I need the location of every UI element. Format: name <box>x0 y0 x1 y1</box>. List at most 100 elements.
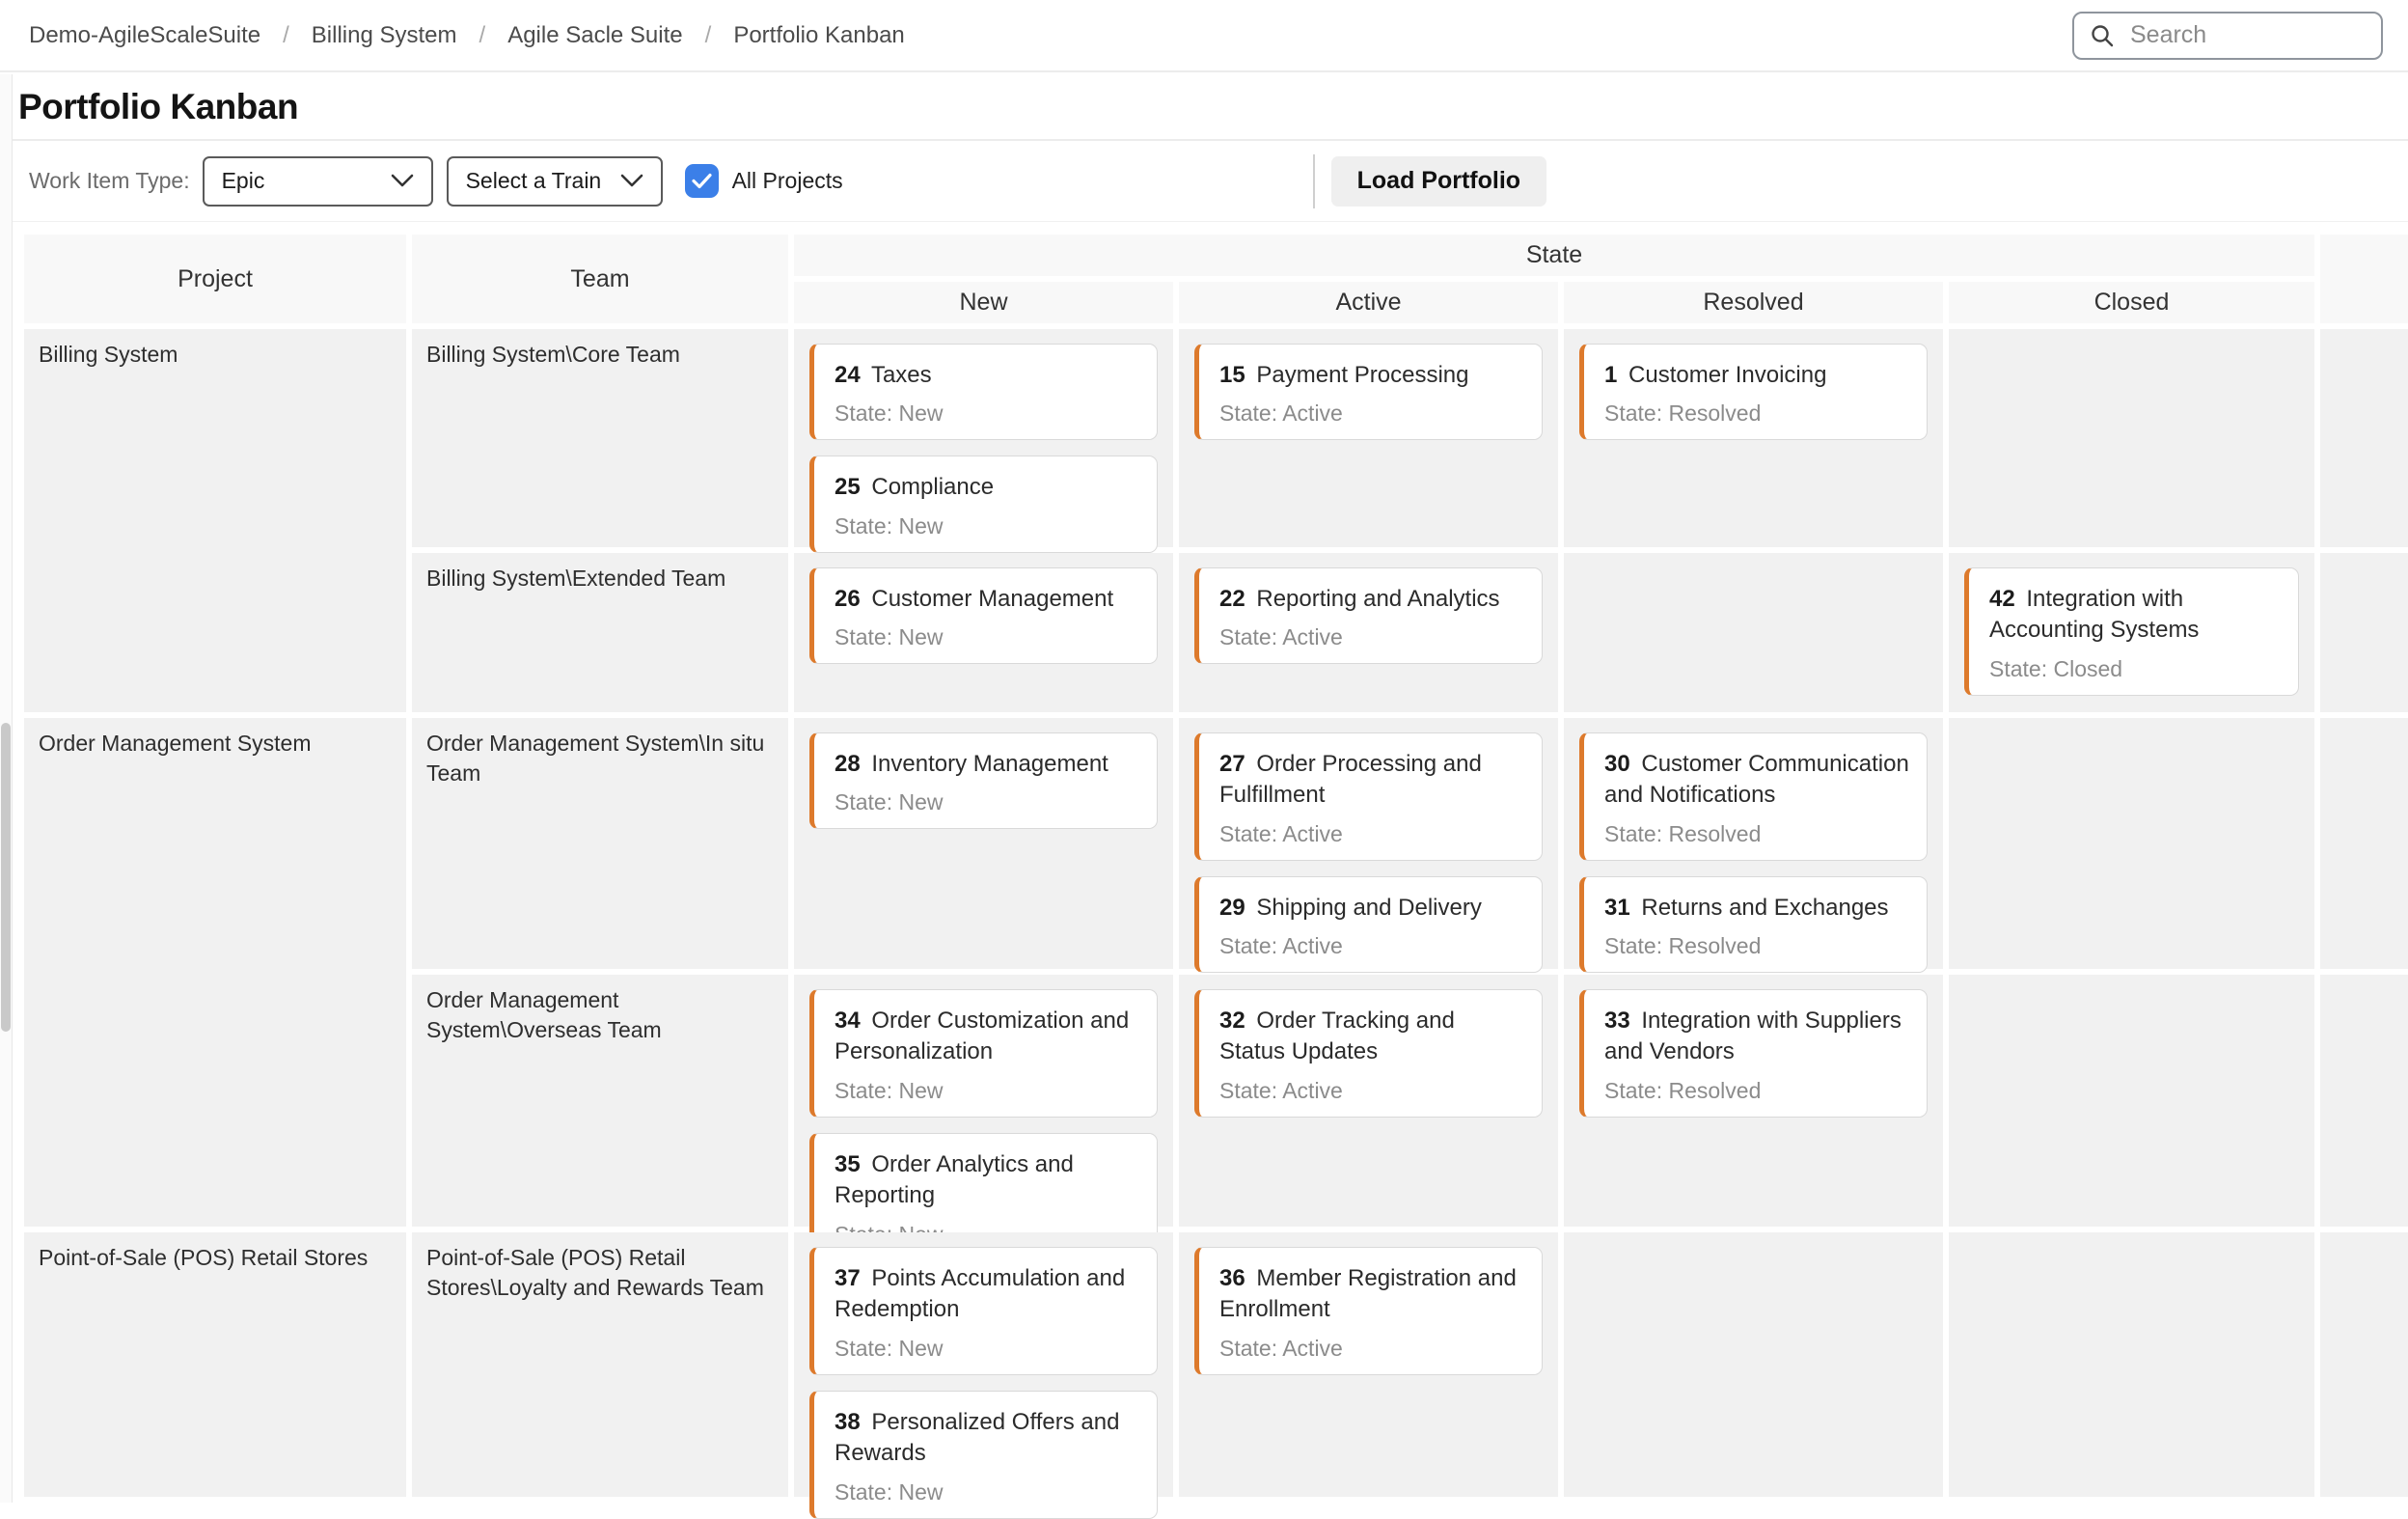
card-title: 31 Returns and Exchanges <box>1604 894 1889 921</box>
team-cell: Billing System\Extended Team <box>412 553 788 712</box>
card-title: 24 Taxes <box>835 362 932 388</box>
kanban-card[interactable]: 30 Customer Communication and Notificati… <box>1579 732 1928 861</box>
column-header-closed: Closed <box>1949 282 2314 323</box>
card-title: 34 Order Customization and Personalizati… <box>835 1008 1130 1065</box>
card-id: 1 <box>1604 362 1618 388</box>
kanban-card[interactable]: 37 Points Accumulation and Redemption Sta… <box>809 1247 1158 1375</box>
kanban-card[interactable]: 25 Compliance State: New <box>809 456 1158 553</box>
kanban-card[interactable]: 34 Order Customization and Personalizati… <box>809 989 1158 1118</box>
state-cell-closed <box>1949 718 2314 969</box>
chevron-down-icon <box>620 174 643 187</box>
card-title: 15 Payment Processing <box>1219 362 1469 388</box>
card-title: 25 Compliance <box>835 474 995 501</box>
card-title: 35 Order Analytics and Reporting <box>835 1150 1074 1209</box>
team-name: Billing System\Extended Team <box>426 566 726 591</box>
card-title: 42 Integration with Accounting Systems <box>1989 586 2200 644</box>
card-state: State: New <box>835 1478 944 1505</box>
kanban-card[interactable]: 15 Payment Processing State: Active <box>1194 344 1543 441</box>
card-id: 42 <box>1989 586 2015 612</box>
state-cell-resolved: 30 Customer Communication and Notificati… <box>1564 718 1943 974</box>
kanban-card[interactable]: 28 Inventory Management State: New <box>809 732 1158 830</box>
breadcrumb-separator: / <box>283 21 289 48</box>
kanban-card[interactable]: 1 Customer Invoicing State: Resolved <box>1579 344 1928 441</box>
card-title: 29 Shipping and Delivery <box>1219 894 1482 921</box>
state-cell-resolved <box>1564 553 1943 712</box>
vertical-scrollbar-thumb[interactable] <box>1 723 11 1032</box>
card-state: State: Active <box>1219 820 1343 846</box>
state-cell-overflow <box>2320 553 2408 712</box>
project-name: Billing System <box>39 342 178 367</box>
team-name: Order Management System\In situ Team <box>426 731 765 787</box>
card-id: 35 <box>835 1150 861 1177</box>
column-header-resolved: Resolved <box>1564 282 1943 323</box>
column-header-active: Active <box>1179 282 1558 323</box>
search-input[interactable] <box>2128 20 2408 50</box>
card-state: State: Resolved <box>1604 1077 1762 1103</box>
card-state: State: New <box>835 400 944 427</box>
column-header-overflow <box>2320 235 2408 323</box>
kanban-card[interactable]: 32 Order Tracking and Status Updates Stat… <box>1194 989 1543 1118</box>
card-state: State: New <box>835 1077 944 1103</box>
kanban-card[interactable]: 26 Customer Management State: New <box>809 567 1158 665</box>
card-id: 36 <box>1219 1265 1245 1291</box>
card-id: 24 <box>835 362 861 388</box>
kanban-card[interactable]: 24 Taxes State: New <box>809 344 1158 441</box>
project-cell: Order Management System <box>24 718 406 1227</box>
breadcrumb-item-collection[interactable]: Demo-AgileScaleSuite <box>29 21 261 48</box>
state-cell-resolved <box>1564 1232 1943 1497</box>
breadcrumb-item-page[interactable]: Portfolio Kanban <box>733 21 905 48</box>
state-cell-overflow <box>2320 329 2408 547</box>
breadcrumb-item-project[interactable]: Billing System <box>311 21 457 48</box>
team-name: Order Management System\Overseas Team <box>426 987 662 1043</box>
kanban-card[interactable]: 22 Reporting and Analytics State: Active <box>1194 567 1543 665</box>
title-bar: Portfolio Kanban <box>13 72 2408 141</box>
card-state: State: Active <box>1219 1077 1343 1103</box>
card-state: State: Resolved <box>1604 933 1762 959</box>
column-header-state-group: State <box>794 235 2314 276</box>
kanban-card[interactable]: 36 Member Registration and Enrollment Sta… <box>1194 1247 1543 1375</box>
state-cell-new: 28 Inventory Management State: New <box>794 718 1173 969</box>
work-item-type-value: Epic <box>221 168 265 193</box>
load-portfolio-button[interactable]: Load Portfolio <box>1330 155 1547 207</box>
column-header-project: Project <box>24 235 406 323</box>
card-title: 33 Integration with Suppliers and Vendor… <box>1604 1008 1902 1065</box>
all-projects-checkbox[interactable] <box>684 164 719 198</box>
state-cell-new: 37 Points Accumulation and Redemption Sta… <box>794 1232 1173 1519</box>
state-cell-new: 34 Order Customization and Personalizati… <box>794 975 1173 1261</box>
kanban-card[interactable]: 29 Shipping and Delivery State: Active <box>1194 875 1543 974</box>
team-name: Point-of-Sale (POS) Retail Stores\Loyalt… <box>426 1245 764 1301</box>
kanban-card[interactable]: 42 Integration with Accounting Systems St… <box>1964 567 2299 696</box>
card-id: 29 <box>1219 894 1245 921</box>
card-title: 28 Inventory Management <box>835 751 1108 777</box>
card-state: State: Resolved <box>1604 400 1762 427</box>
main-content: Portfolio Kanban Work Item Type: Epic Se… <box>13 72 2408 1519</box>
card-id: 34 <box>835 1008 861 1034</box>
card-id: 25 <box>835 474 861 501</box>
card-id: 15 <box>1219 362 1245 388</box>
card-state: State: Active <box>1219 933 1343 959</box>
filter-toolbar: Work Item Type: Epic Select a Train All … <box>13 141 2408 222</box>
breadcrumb-separator: / <box>479 21 486 48</box>
project-cell: Point-of-Sale (POS) Retail Stores <box>24 1232 406 1497</box>
state-cell-active: 36 Member Registration and Enrollment Sta… <box>1179 1232 1558 1497</box>
card-title: 30 Customer Communication and Notificati… <box>1604 751 1909 809</box>
team-cell: Billing System\Core Team <box>412 329 788 547</box>
kanban-card[interactable]: 27 Order Processing and Fulfillment State… <box>1194 732 1543 861</box>
kanban-card[interactable]: 31 Returns and Exchanges State: Resolved <box>1579 875 1928 974</box>
card-state: State: Active <box>1219 400 1343 427</box>
page-title: Portfolio Kanban <box>18 87 299 126</box>
card-title: 32 Order Tracking and Status Updates <box>1219 1008 1455 1065</box>
kanban-card[interactable]: 38 Personalized Offers and Rewards State:… <box>809 1390 1158 1519</box>
team-name: Billing System\Core Team <box>426 342 680 367</box>
card-title: 1 Customer Invoicing <box>1604 362 1827 388</box>
train-select[interactable]: Select a Train <box>446 155 663 207</box>
team-cell: Order Management System\In situ Team <box>412 718 788 969</box>
project-name: Point-of-Sale (POS) Retail Stores <box>39 1245 369 1270</box>
card-state: State: New <box>835 512 944 539</box>
breadcrumb-item-extension[interactable]: Agile Sacle Suite <box>507 21 683 48</box>
work-item-type-select[interactable]: Epic <box>202 155 433 207</box>
kanban-card[interactable]: 33 Integration with Suppliers and Vendor… <box>1579 989 1928 1118</box>
state-cell-closed <box>1949 329 2314 547</box>
card-id: 31 <box>1604 894 1630 921</box>
state-cell-active: 15 Payment Processing State: Active <box>1179 329 1558 547</box>
